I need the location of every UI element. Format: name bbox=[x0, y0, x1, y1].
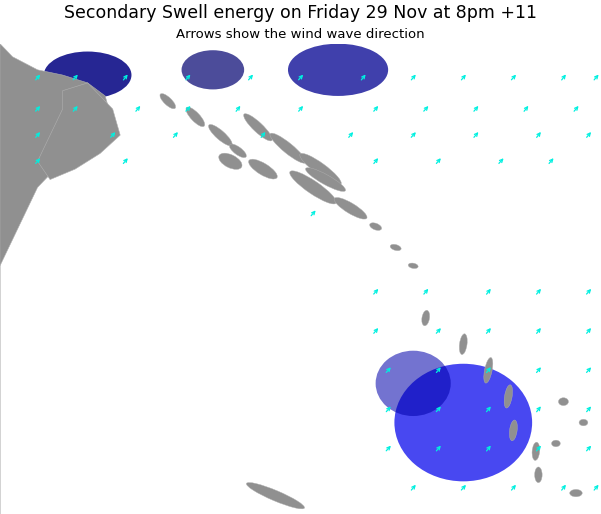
Ellipse shape bbox=[422, 310, 430, 326]
Ellipse shape bbox=[300, 153, 341, 185]
Ellipse shape bbox=[334, 197, 367, 219]
Polygon shape bbox=[0, 44, 113, 514]
Ellipse shape bbox=[160, 94, 175, 109]
Ellipse shape bbox=[535, 467, 542, 483]
Ellipse shape bbox=[570, 489, 582, 497]
Ellipse shape bbox=[459, 334, 467, 355]
Ellipse shape bbox=[510, 420, 517, 440]
Ellipse shape bbox=[44, 51, 132, 99]
Ellipse shape bbox=[243, 114, 272, 141]
Ellipse shape bbox=[305, 168, 346, 191]
Ellipse shape bbox=[376, 351, 451, 416]
Ellipse shape bbox=[209, 124, 232, 146]
Ellipse shape bbox=[558, 398, 569, 406]
Ellipse shape bbox=[230, 144, 246, 158]
Ellipse shape bbox=[370, 223, 382, 230]
Polygon shape bbox=[37, 83, 120, 179]
Ellipse shape bbox=[532, 442, 540, 461]
Ellipse shape bbox=[246, 483, 305, 509]
Ellipse shape bbox=[579, 419, 588, 426]
Ellipse shape bbox=[288, 44, 388, 96]
Ellipse shape bbox=[182, 50, 244, 89]
Text: Secondary Swell energy on Friday 29 Nov at 8pm +11: Secondary Swell energy on Friday 29 Nov … bbox=[64, 4, 537, 22]
Ellipse shape bbox=[390, 244, 401, 251]
Ellipse shape bbox=[408, 263, 418, 268]
Ellipse shape bbox=[552, 440, 560, 447]
Ellipse shape bbox=[394, 364, 532, 481]
Text: Arrows show the wind wave direction: Arrows show the wind wave direction bbox=[176, 28, 425, 41]
Ellipse shape bbox=[504, 385, 513, 408]
Ellipse shape bbox=[249, 159, 277, 179]
Ellipse shape bbox=[290, 171, 337, 204]
Ellipse shape bbox=[219, 153, 242, 169]
Ellipse shape bbox=[270, 133, 306, 163]
Ellipse shape bbox=[186, 107, 205, 126]
Ellipse shape bbox=[484, 358, 493, 383]
